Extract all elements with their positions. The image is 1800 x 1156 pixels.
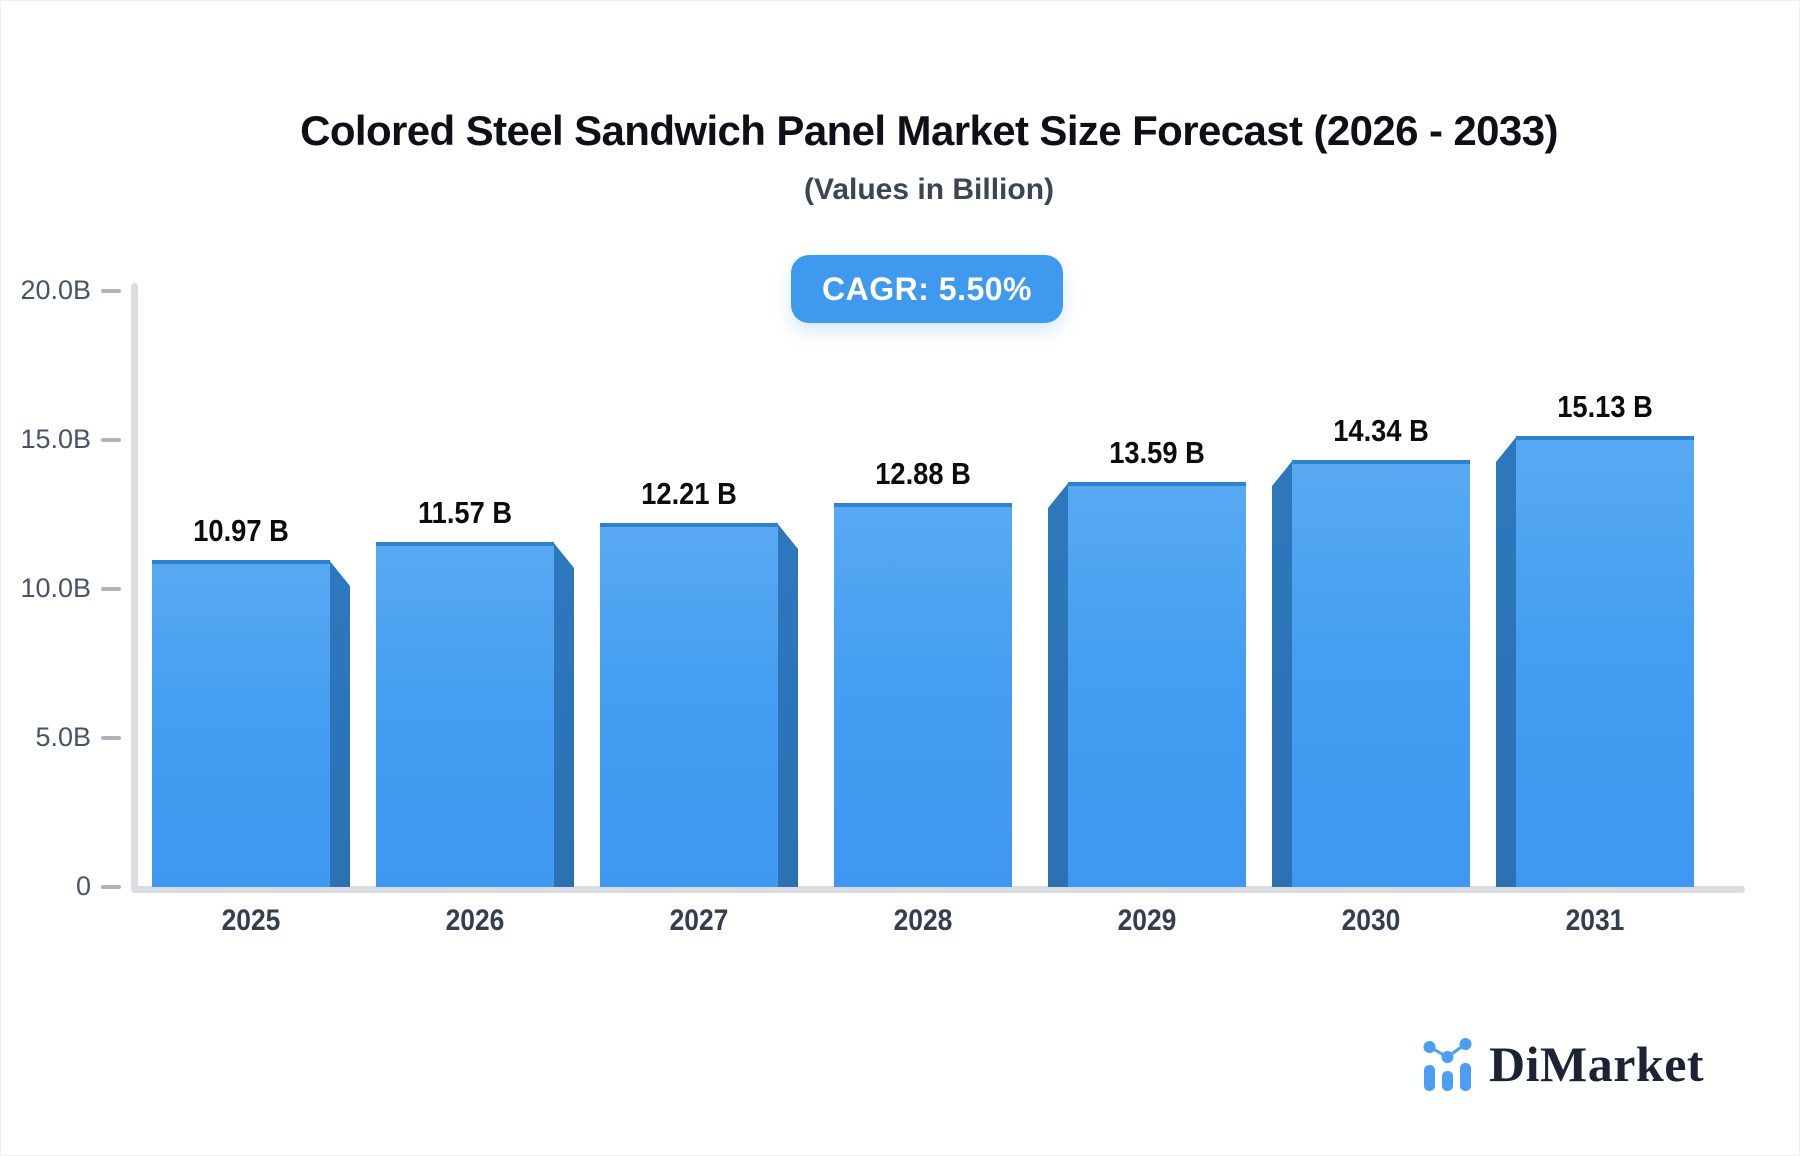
- bar-2030: 14.34 B: [1272, 413, 1470, 887]
- bar-2029: 13.59 B: [1048, 435, 1246, 887]
- bar-chart-logo-icon: [1423, 1038, 1472, 1091]
- bar-2028: 12.88 B: [824, 456, 1022, 887]
- y-axis-label: 0: [75, 871, 91, 901]
- bar-value-label: 13.59 B: [1109, 435, 1205, 470]
- bar-slot: 12.88 B: [811, 456, 1035, 887]
- y-axis-tick-mark: [101, 289, 121, 293]
- bar-side-face: [553, 542, 574, 887]
- x-axis-label-2028: 2028: [893, 904, 953, 937]
- cagr-badge: CAGR: 5.50%: [791, 255, 1063, 323]
- bar-slot: 14.34 B: [1259, 413, 1483, 887]
- y-axis-label: 10.0B: [20, 573, 91, 603]
- bar-value-label: 14.34 B: [1333, 413, 1429, 448]
- bar-2026: 11.57 B: [376, 495, 574, 887]
- y-axis-tick-mark: [101, 438, 121, 442]
- bar-side-face: [1272, 460, 1293, 887]
- bar-2027: 12.21 B: [600, 476, 798, 887]
- x-axis-label-2031: 2031: [1565, 904, 1625, 937]
- bar-value-label: 15.13 B: [1557, 389, 1653, 424]
- bar-side-face: [329, 560, 350, 887]
- bar-slot: 12.21 B: [587, 476, 811, 887]
- bar-front-face: [834, 503, 1012, 887]
- y-axis-label: 20.0B: [20, 275, 91, 305]
- x-axis-baseline: [131, 886, 1745, 893]
- bar-value-label: 12.21 B: [641, 476, 737, 511]
- bar-slot: 10.97 B: [139, 513, 363, 887]
- bar-front-face: [1516, 436, 1694, 887]
- x-axis-label-2025: 2025: [221, 904, 281, 937]
- bar-slot: 11.57 B: [363, 495, 587, 887]
- bar-slot: 13.59 B: [1035, 435, 1259, 887]
- x-axis-label-2026: 2026: [445, 904, 505, 937]
- bar-front-face: [376, 542, 554, 887]
- bar-2031: 15.13 B: [1496, 389, 1694, 887]
- y-axis-label: 5.0B: [35, 722, 91, 752]
- bars: 10.97 B 11.57 B 12.21 B 12.88 B 13.59 B 14.34…: [139, 291, 1707, 887]
- chart-subtitle: (Values in Billion): [803, 173, 1055, 206]
- y-axis-tick-mark: [101, 587, 121, 591]
- x-axis-label-2027: 2027: [669, 904, 729, 937]
- bar-side-face: [777, 523, 798, 887]
- bar-front-face: [152, 560, 330, 887]
- bar-front-face: [1292, 460, 1470, 887]
- bar-slot: 15.13 B: [1483, 389, 1707, 887]
- chart-title: Colored Steel Sandwich Panel Market Size…: [300, 107, 1558, 154]
- bar-value-label: 12.88 B: [875, 456, 971, 491]
- y-axis-label: 15.0B: [20, 424, 91, 454]
- y-axis-line: [131, 283, 138, 892]
- brand-name: DiMarket: [1489, 1036, 1705, 1092]
- bar-side-face: [1048, 482, 1069, 887]
- bar-front-face: [600, 523, 778, 887]
- brand-logo: DiMarket: [1421, 1034, 1704, 1094]
- bar-2025: 10.97 B: [152, 513, 350, 887]
- x-axis-label-2030: 2030: [1341, 904, 1401, 937]
- bar-side-face: [1496, 436, 1517, 887]
- bar-front-face: [1068, 482, 1246, 887]
- x-axis-label-2029: 2029: [1117, 904, 1177, 937]
- y-axis-tick-mark: [101, 736, 121, 740]
- x-axis-labels: 2025 2026 2027 2028 2029 2030 2031: [139, 904, 1707, 938]
- bar-value-label: 10.97 B: [193, 513, 289, 548]
- y-axis-tick-mark: [101, 885, 121, 889]
- bar-value-label: 11.57 B: [417, 495, 513, 530]
